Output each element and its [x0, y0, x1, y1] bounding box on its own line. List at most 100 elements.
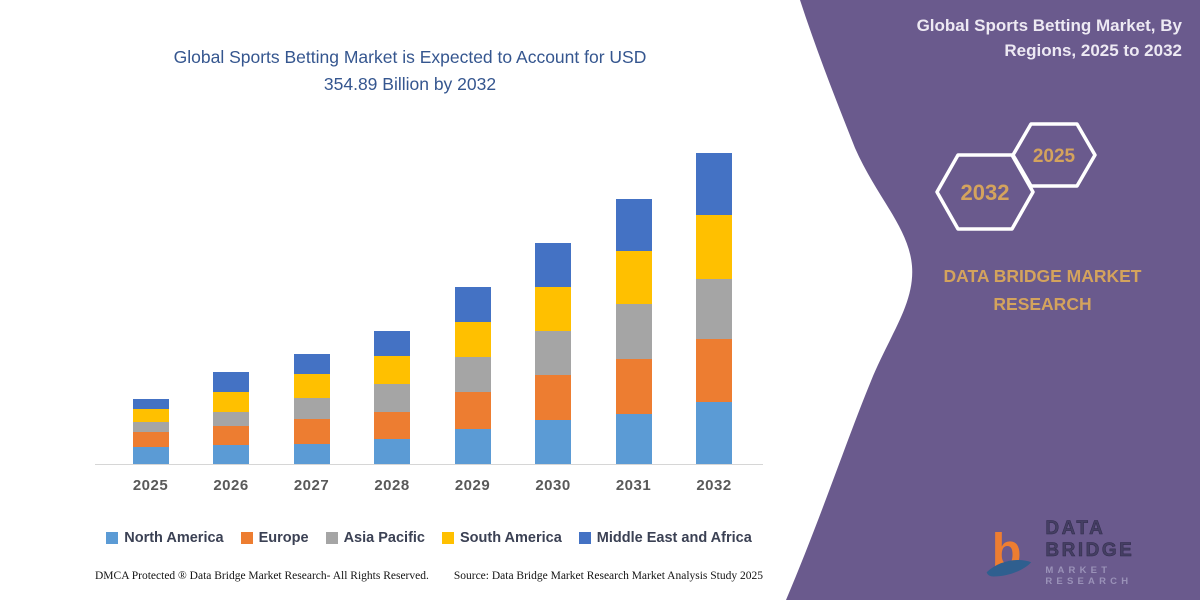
bar-2028 [374, 331, 410, 464]
x-axis-label-2029: 2029 [454, 477, 491, 494]
bar-segment-europe [696, 338, 732, 402]
x-axis-label-2028: 2028 [374, 477, 410, 494]
bar-segment-europe [454, 392, 491, 430]
legend-label: South America [460, 530, 562, 546]
footnote: DMCA Protected ® Data Bridge Market Rese… [95, 570, 763, 582]
legend-item-south-america: South America [442, 530, 562, 546]
chart-legend: North America Europe Asia Pacific South Ame… [95, 530, 763, 546]
legend-item-middle-east-and-africa: Middle East and Africa [578, 530, 752, 546]
hexagon-small-label: 2025 [1033, 146, 1076, 167]
dbmr-logo: b DATA BRIDGE MARKET RESEARCH [985, 518, 1200, 587]
legend-swatch-icon [106, 532, 119, 544]
plot-area [95, 140, 763, 465]
bar-segment-middle-east-and-africa [293, 354, 330, 375]
x-axis-label-2025: 2025 [132, 477, 169, 494]
legend-label: North America [124, 530, 224, 546]
bar-segment-south-america [535, 287, 571, 332]
logo-swoosh-icon [986, 559, 1032, 577]
bar-2029 [454, 287, 491, 464]
bar-2025 [132, 399, 169, 464]
bar-segment-north-america [293, 444, 330, 464]
bar-segment-europe [293, 419, 330, 445]
bar-segment-asia-pacific [132, 422, 169, 433]
brand-line2: RESEARCH [993, 294, 1092, 314]
bar-segment-south-america [213, 391, 249, 412]
footnote-source: Source: Data Bridge Market Research Mark… [453, 570, 763, 582]
bar-segment-asia-pacific [535, 331, 571, 376]
bar-segment-middle-east-and-africa [615, 198, 652, 251]
bar-2031 [615, 198, 652, 464]
stacked-bar-chart: 2025 2026 2027 2028 2029 2030 2031 2032 [95, 140, 763, 499]
bar-segment-north-america [132, 447, 169, 464]
brand-wordmark: DATA BRIDGE MARKET RESEARCH [920, 262, 1165, 318]
bar-segment-europe [213, 425, 249, 445]
logo-name-bottom: MARKET RESEARCH [1045, 565, 1133, 587]
bar-segment-middle-east-and-africa [696, 153, 732, 215]
chart-title: Global Sports Betting Market is Expected… [60, 44, 760, 98]
bar-2026 [213, 372, 249, 464]
bar-segment-north-america [454, 429, 491, 464]
bar-segment-south-america [696, 214, 732, 279]
footnote-dmca: DMCA Protected ® Data Bridge Market Rese… [95, 570, 429, 582]
x-axis-label-2031: 2031 [615, 477, 652, 494]
chart-title-line2: 354.89 Billion by 2032 [323, 74, 497, 94]
bar-segment-asia-pacific [454, 357, 491, 393]
legend-item-europe: Europe [240, 530, 309, 546]
bar-segment-south-america [132, 409, 169, 423]
x-axis-label-2032: 2032 [696, 477, 732, 494]
brand-line1: DATA BRIDGE MARKET [943, 266, 1142, 286]
hexagon-small-icon [1011, 122, 1097, 188]
x-axis-labels: 2025 2026 2027 2028 2029 2030 2031 2032 [95, 477, 763, 499]
bar-segment-south-america [374, 355, 410, 385]
bar-segment-north-america [615, 413, 652, 464]
hexagon-large-icon [935, 153, 1035, 231]
bar-segment-asia-pacific [213, 411, 249, 426]
bar-segment-south-america [615, 250, 652, 304]
legend-swatch-icon [578, 532, 591, 544]
purple-panel-shape [786, 0, 1200, 600]
chart-title-line1: Global Sports Betting Market is Expected… [173, 47, 647, 67]
legend-label: Europe [258, 530, 309, 546]
bar-segment-north-america [696, 401, 732, 464]
bar-segment-asia-pacific [374, 384, 410, 413]
logo-monogram-icon: b [986, 524, 1032, 578]
legend-item-north-america: North America [106, 530, 224, 546]
bar-segment-europe [615, 358, 652, 414]
bar-segment-asia-pacific [696, 278, 732, 339]
x-axis-label-2027: 2027 [293, 477, 330, 494]
bar-2032 [696, 153, 732, 464]
bar-segment-south-america [293, 374, 330, 399]
side-heading-line1: Global Sports Betting Market, By [916, 16, 1182, 35]
legend-swatch-icon [240, 532, 253, 544]
bar-segment-north-america [374, 439, 410, 464]
bar-segment-north-america [213, 444, 249, 464]
legend-label: Asia Pacific [343, 530, 425, 546]
bar-segment-europe [535, 375, 571, 421]
bar-segment-middle-east-and-africa [213, 372, 249, 392]
bar-segment-north-america [535, 420, 571, 464]
legend-swatch-icon [325, 532, 338, 544]
bar-segment-middle-east-and-africa [535, 243, 571, 288]
legend-item-asia-pacific: Asia Pacific [325, 530, 425, 546]
legend-label: Middle East and Africa [596, 530, 752, 546]
bar-segment-south-america [454, 322, 491, 358]
bar-segment-middle-east-and-africa [132, 399, 169, 410]
x-axis-line [95, 464, 763, 465]
bar-2030 [535, 243, 571, 464]
x-axis-label-2026: 2026 [213, 477, 249, 494]
logo-names: DATA BRIDGE MARKET RESEARCH [1045, 518, 1200, 587]
bar-segment-asia-pacific [615, 303, 652, 359]
bar-segment-middle-east-and-africa [454, 287, 491, 323]
side-panel-heading: Global Sports Betting Market, By Regions… [847, 13, 1182, 63]
bar-segment-asia-pacific [293, 398, 330, 420]
hexagon-large-label: 2032 [961, 180, 1010, 205]
bar-segment-europe [132, 432, 169, 447]
bar-segment-europe [374, 412, 410, 440]
x-axis-label-2030: 2030 [535, 477, 571, 494]
bar-segment-middle-east-and-africa [374, 331, 410, 356]
bar-2027 [293, 354, 330, 464]
logo-name-top: DATA BRIDGE [1045, 518, 1135, 562]
side-heading-line2: Regions, 2025 to 2032 [1004, 41, 1182, 60]
